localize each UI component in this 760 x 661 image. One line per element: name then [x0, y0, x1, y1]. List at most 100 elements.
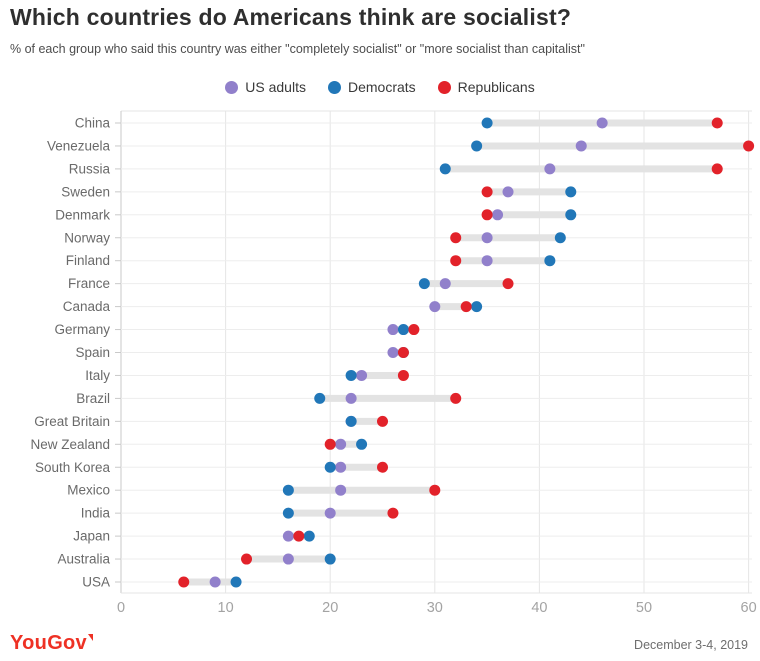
- dot-democrats: [418, 278, 430, 290]
- category-label: South Korea: [35, 460, 111, 475]
- dot-republicans: [502, 278, 514, 290]
- legend-dot-icon: [225, 80, 239, 94]
- row-south-korea: South Korea: [35, 460, 752, 475]
- dot-democrats: [324, 553, 336, 565]
- category-label: Venezuela: [47, 138, 111, 153]
- chart-subtitle: % of each group who said this country wa…: [10, 42, 585, 56]
- chart-legend: US adults Democrats Republicans: [0, 76, 760, 98]
- row-france: France: [68, 276, 752, 291]
- dot-democrats: [439, 163, 451, 175]
- dot-republicans: [178, 576, 190, 588]
- page-title: Which countries do Americans think are s…: [10, 4, 572, 30]
- category-label: Australia: [57, 552, 110, 567]
- legend-dot-icon: [437, 80, 451, 94]
- category-label: Norway: [64, 230, 110, 245]
- dot-us-adults: [596, 117, 608, 129]
- dot-democrats: [314, 392, 326, 404]
- legend-label: US adults: [245, 79, 306, 95]
- dot-us-adults: [439, 278, 451, 290]
- category-label: Denmark: [55, 207, 110, 222]
- row-new-zealand: New Zealand: [30, 437, 752, 452]
- dot-republicans: [397, 347, 409, 358]
- dot-republicans: [293, 530, 305, 542]
- dot-democrats: [554, 232, 566, 244]
- connector-bar: [288, 486, 435, 494]
- connector-bar: [319, 394, 456, 402]
- row-norway: Norway: [64, 230, 752, 245]
- category-label: Canada: [63, 299, 111, 314]
- dot-us-adults: [282, 530, 294, 542]
- dot-us-adults: [544, 163, 556, 175]
- row-russia: Russia: [69, 161, 752, 176]
- category-label: Japan: [73, 529, 110, 544]
- dot-us-adults: [335, 484, 347, 496]
- row-denmark: Denmark: [55, 207, 752, 222]
- row-italy: Italy: [85, 368, 752, 383]
- legend-dot-icon: [327, 80, 341, 94]
- legend-item-us-adults: US adults: [225, 79, 306, 95]
- row-brazil: Brazil: [76, 391, 752, 406]
- legend-item-democrats: Democrats: [327, 79, 416, 95]
- x-tick-label: 50: [636, 600, 652, 616]
- dot-democrats: [471, 140, 483, 152]
- dot-republicans: [377, 461, 388, 473]
- row-germany: Germany: [54, 322, 752, 337]
- legend-label: Democrats: [347, 79, 416, 95]
- dot-democrats: [356, 438, 368, 450]
- dot-republicans: [481, 186, 493, 198]
- dot-republicans: [711, 163, 723, 175]
- x-tick-label: 20: [322, 600, 338, 616]
- x-tick-label: 10: [218, 600, 234, 616]
- connector-bar: [445, 165, 718, 173]
- dot-democrats: [345, 369, 357, 381]
- row-venezuela: Venezuela: [47, 138, 755, 153]
- x-tick-label: 0: [117, 600, 125, 616]
- row-china: China: [75, 116, 752, 131]
- dot-democrats: [565, 209, 577, 221]
- row-great-britain: Great Britain: [34, 414, 752, 429]
- dot-us-adults: [345, 392, 357, 404]
- yougov-logo: YouGov: [10, 632, 93, 655]
- category-label: Brazil: [76, 391, 110, 406]
- category-label: New Zealand: [30, 437, 110, 452]
- dot-democrats: [282, 484, 294, 496]
- dot-republicans: [481, 209, 493, 221]
- category-label: Germany: [54, 322, 110, 337]
- dot-democrats: [303, 530, 315, 542]
- row-australia: Australia: [57, 552, 752, 567]
- dot-democrats: [471, 301, 483, 313]
- connector-bar: [424, 280, 509, 288]
- row-sweden: Sweden: [61, 184, 752, 199]
- connector-bar: [288, 509, 393, 517]
- dot-democrats: [397, 324, 409, 336]
- row-india: India: [81, 506, 752, 521]
- legend-item-republicans: Republicans: [437, 79, 535, 95]
- category-label: Sweden: [61, 184, 110, 199]
- dot-us-adults: [335, 438, 347, 450]
- connector-bar: [455, 234, 561, 242]
- dot-republicans: [743, 140, 755, 152]
- x-tick-label: 40: [531, 600, 547, 616]
- category-label: India: [81, 506, 111, 521]
- row-usa: USA: [82, 575, 752, 590]
- dot-us-adults: [335, 461, 347, 473]
- dot-us-adults: [282, 553, 294, 565]
- row-finland: Finland: [66, 253, 752, 268]
- chart-canvas: 0 10 20 30 40 50 60 China Venezuela Russia Sweden D…: [30, 110, 757, 616]
- row-japan: Japan: [73, 529, 752, 544]
- dot-democrats: [565, 186, 577, 198]
- category-label: Finland: [66, 253, 110, 268]
- dot-democrats: [345, 415, 357, 427]
- dot-republicans: [460, 301, 472, 313]
- category-label: Mexico: [67, 483, 110, 498]
- dot-republicans: [450, 232, 462, 244]
- connector-bar: [351, 417, 383, 425]
- dot-democrats: [230, 576, 242, 588]
- survey-date: December 3-4, 2019: [634, 638, 748, 652]
- category-label: USA: [82, 575, 110, 590]
- dot-us-adults: [492, 209, 504, 221]
- dot-republicans: [450, 392, 462, 404]
- dot-republicans: [711, 117, 723, 129]
- dot-republicans: [429, 484, 441, 496]
- dot-republicans: [408, 324, 420, 336]
